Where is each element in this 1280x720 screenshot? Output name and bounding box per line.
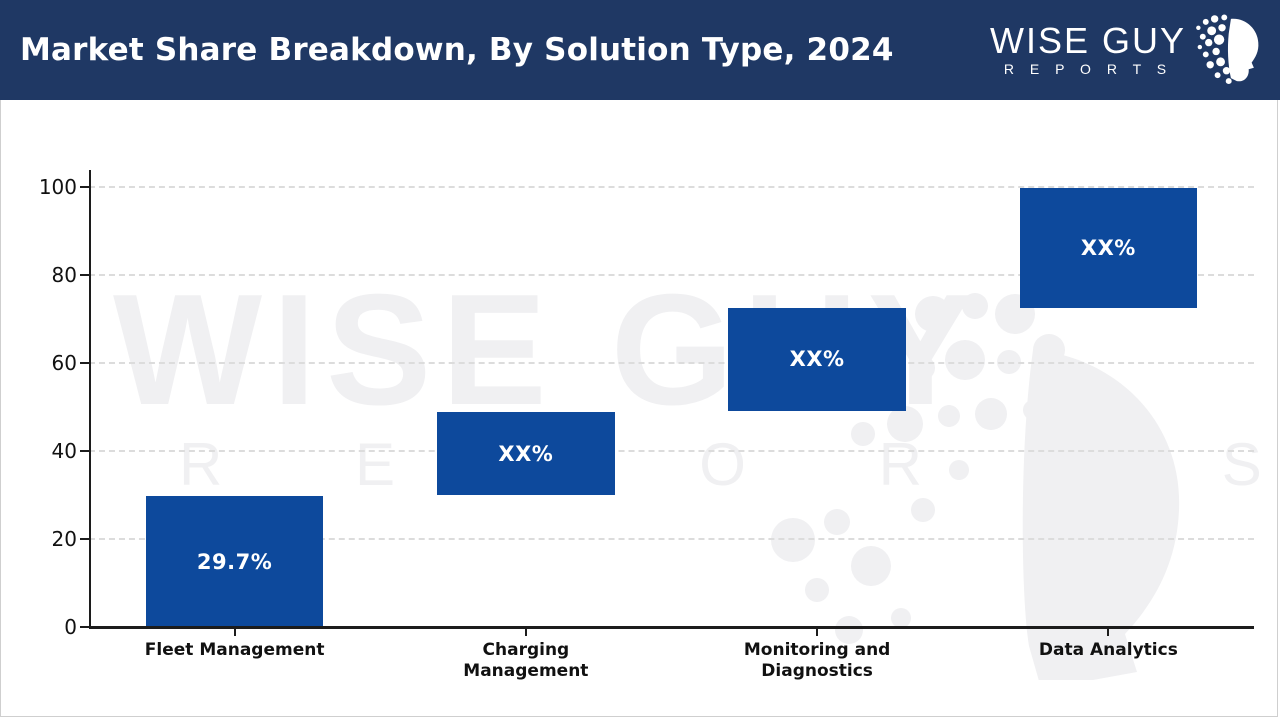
category-label: Charging Management [463,640,589,681]
y-tick-mark [80,362,89,364]
y-tick-mark [80,626,89,628]
y-tick-label: 60 [51,351,77,375]
x-tick-mark [524,627,527,636]
x-tick-mark [233,627,236,636]
logo-subtitle: R E P O R T S [1003,61,1173,77]
bar-value-label: XX% [1080,235,1136,260]
bar-value-label: 29.7% [196,549,273,574]
gridline [89,450,1254,452]
gridline [89,362,1254,364]
category-label: Monitoring and Diagnostics [743,640,891,681]
x-tick-mark [1107,627,1110,636]
gridline [89,538,1254,540]
y-tick-label: 0 [64,615,77,639]
y-tick-label: 20 [51,527,77,551]
y-tick-label: 80 [51,263,77,287]
bar-value-label: XX% [498,441,554,466]
logo-wordmark: WISE GUY [989,20,1186,61]
y-tick-label: 100 [38,175,77,199]
y-tick-mark [80,186,89,188]
logo-wordmark-block: WISE GUY R E P O R T S [989,20,1186,78]
y-tick-label: 40 [51,439,77,463]
gridline [89,274,1254,276]
header-bar: Market Share Breakdown, By Solution Type… [0,0,1280,100]
gridline [89,186,1254,188]
y-tick-mark [80,538,89,540]
bar-3: XX% [728,308,906,411]
y-axis-line [89,170,91,627]
wise-guy-logo: WISE GUY R E P O R T S [990,10,1262,90]
bar-4: XX% [1019,187,1198,308]
logo-face-icon [1196,14,1259,85]
x-axis-line [89,626,1254,629]
bar-value-label: XX% [789,347,845,372]
page-title: Market Share Breakdown, By Solution Type… [20,32,894,68]
category-label: Data Analytics [1038,640,1178,660]
category-label: Fleet Management [144,640,325,660]
x-tick-mark [816,627,819,636]
bar-1: 29.7% [145,496,324,627]
y-tick-mark [80,274,89,276]
chart-canvas: WISE GUY R E P O R T S 0 20 40 60 80 100 29.7%… [0,100,1278,717]
bar-2: XX% [437,412,615,495]
y-tick-mark [80,450,89,452]
